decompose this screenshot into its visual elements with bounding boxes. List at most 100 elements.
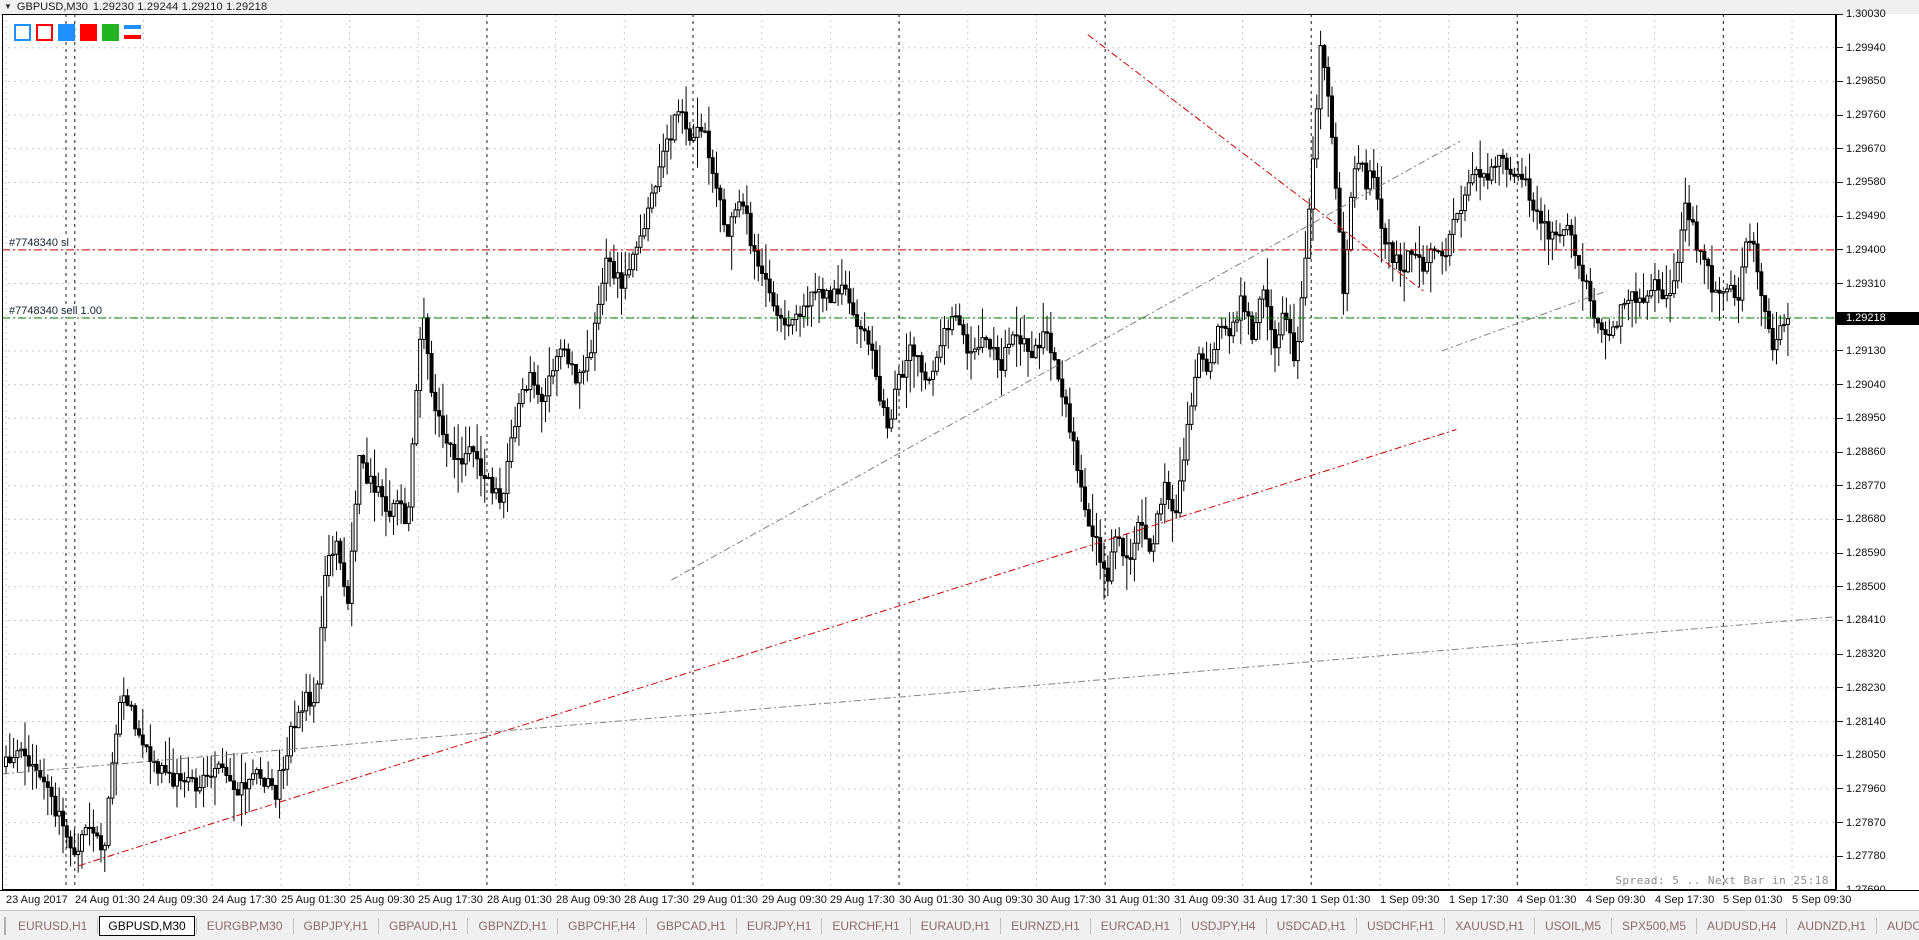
descending-resistance-trendline[interactable] <box>1087 34 1424 292</box>
price-tick: 1.28500 <box>1837 581 1919 593</box>
chart-tab-eurusd-h1[interactable]: EURUSD,H1 <box>18 918 88 933</box>
blue-red-split-swatch[interactable] <box>124 24 141 41</box>
chart-tab-gbpusd-m30[interactable]: GBPUSD,M30 <box>99 915 195 936</box>
candlestick <box>790 319 795 335</box>
chart-titlebar <box>0 0 1919 15</box>
candlestick <box>1386 219 1391 269</box>
chart-tab-eurcad-h1[interactable]: EURCAD,H1 <box>1100 918 1171 933</box>
ascending-support-trendline[interactable] <box>78 429 1457 867</box>
time-axis[interactable]: 23 Aug 2017 24 Aug 01:30 24 Aug 09:30 24 Au… <box>0 890 1919 910</box>
red-swatch[interactable] <box>80 24 97 41</box>
price-tick: 1.27870 <box>1837 817 1919 829</box>
chart-tab-audcad-daily[interactable]: AUDCAD,Daily <box>1887 918 1919 933</box>
chart-tab-eurjpy-h1[interactable]: EURJPY,H1 <box>746 918 812 933</box>
chart-tab-bar[interactable]: EURUSD,H1 GBPUSD,M30 EURGBP,M30 GBPJPY,H1 GB… <box>0 910 1919 940</box>
candlestick <box>216 760 221 774</box>
candlestick <box>178 755 183 790</box>
candlestick <box>254 767 259 785</box>
blue-swatch[interactable] <box>58 24 75 41</box>
time-tick-label: 24 Aug 09:30 <box>143 894 208 906</box>
chart-tab-usdchf-h1[interactable]: USDCHF,H1 <box>1366 918 1435 933</box>
candlestick <box>706 106 711 185</box>
candlestick <box>372 449 377 522</box>
candlestick <box>946 319 951 349</box>
lower-grey-trendline[interactable] <box>2 616 1836 775</box>
price-tick: 1.28770 <box>1837 480 1919 492</box>
chart-tab-eurnzd-h1[interactable]: EURNZD,H1 <box>1011 918 1080 933</box>
candlestick <box>589 339 594 361</box>
candlestick <box>1155 510 1160 545</box>
candlestick-series <box>4 30 1790 873</box>
chart-tab-usoil-m5[interactable]: USOIL,M5 <box>1544 918 1601 933</box>
candlestick <box>558 339 563 370</box>
chart-tab-gbpnzd-h1[interactable]: GBPNZD,H1 <box>478 918 548 933</box>
candlestick <box>988 337 993 358</box>
candlestick <box>547 347 552 413</box>
chart-tab-gbpcad-h1[interactable]: GBPCAD,H1 <box>656 918 726 933</box>
candlestick <box>1527 153 1532 217</box>
candlestick <box>1535 185 1540 230</box>
wedge-lower-grey-trendline[interactable] <box>1441 290 1607 352</box>
tab-separator <box>1355 917 1357 934</box>
chart-tab-audnzd-h1[interactable]: AUDNZD,H1 <box>1797 918 1867 933</box>
candlestick <box>649 183 654 214</box>
candlestick <box>1725 283 1730 302</box>
chart-tab-usdjpy-h4[interactable]: USDJPY,H4 <box>1191 918 1256 933</box>
price-tick: 1.28320 <box>1837 648 1919 660</box>
time-tick-label: 31 Aug 09:30 <box>1174 894 1239 906</box>
candlestick <box>1208 343 1213 380</box>
chart-tab-gbpaud-h1[interactable]: GBPAUD,H1 <box>389 918 458 933</box>
hollow-red-swatch[interactable] <box>36 24 53 41</box>
candlestick <box>1295 326 1300 380</box>
green-swatch[interactable] <box>102 24 119 41</box>
candlestick <box>642 213 647 240</box>
candlestick <box>672 113 677 143</box>
tabbar-grip[interactable] <box>4 916 6 935</box>
price-tick-label: 1.28860 <box>1846 446 1886 458</box>
candlestick <box>543 378 548 423</box>
candlestick <box>969 326 974 380</box>
price-axis[interactable]: 1.30030 1.29940 1.29850 1.29760 1.29670 1.295… <box>1836 8 1919 896</box>
ascending-inner-trendline-grey[interactable] <box>671 140 1461 581</box>
chart-ohlc-values: 1.29230 1.29244 1.29210 1.29218 <box>92 1 268 13</box>
candlestick <box>619 252 624 315</box>
candlestick <box>1364 149 1369 201</box>
candlestick <box>1102 542 1107 600</box>
candlestick <box>1417 226 1422 288</box>
chart-tab-xauusd-h1[interactable]: XAUUSD,H1 <box>1455 918 1524 933</box>
sell-position-line-label[interactable]: #7748340 sell 1.00 <box>8 304 103 317</box>
candlestick <box>1508 156 1513 181</box>
candlestick <box>266 761 271 789</box>
chart-tab-usdcad-h1[interactable]: USDCAD,H1 <box>1276 918 1346 933</box>
candlestick <box>368 458 373 494</box>
chart-plot-area[interactable] <box>2 14 1836 890</box>
candlestick <box>1360 161 1365 172</box>
price-tick-mark <box>1837 417 1843 419</box>
candlestick <box>269 768 274 791</box>
chart-tab-eurchf-h1[interactable]: EURCHF,H1 <box>832 918 900 933</box>
tab-separator <box>1444 917 1446 934</box>
chart-tab-eurgbp-m30[interactable]: EURGBP,M30 <box>206 918 283 933</box>
candlestick <box>1421 245 1426 285</box>
candlestick <box>1622 298 1627 310</box>
candlestick <box>1029 331 1034 359</box>
candlestick <box>383 468 388 537</box>
chevron-down-icon[interactable]: ▼ <box>4 2 12 11</box>
chart-tab-euraud-h1[interactable]: EURAUD,H1 <box>920 918 991 933</box>
candlestick <box>1010 331 1015 347</box>
stop-loss-line-label[interactable]: #7748340 sl <box>8 236 70 249</box>
chart-tab-gbpchf-h4[interactable]: GBPCHF,H4 <box>568 918 636 933</box>
candlestick <box>292 700 297 753</box>
chart-tab-audusd-h4[interactable]: AUDUSD,H4 <box>1707 918 1777 933</box>
candlestick <box>1565 213 1570 236</box>
candlestick <box>258 757 263 786</box>
candlestick <box>741 193 746 215</box>
candlestick <box>1405 249 1410 274</box>
candlestick <box>129 700 134 711</box>
candlestick <box>1109 529 1114 585</box>
chart-tab-spx500-m5[interactable]: SPX500,M5 <box>1622 918 1687 933</box>
hollow-blue-swatch[interactable] <box>14 24 31 41</box>
price-tick: 1.28230 <box>1837 682 1919 694</box>
chart-tab-gbpjpy-h1[interactable]: GBPJPY,H1 <box>303 918 369 933</box>
candlestick <box>919 352 924 392</box>
